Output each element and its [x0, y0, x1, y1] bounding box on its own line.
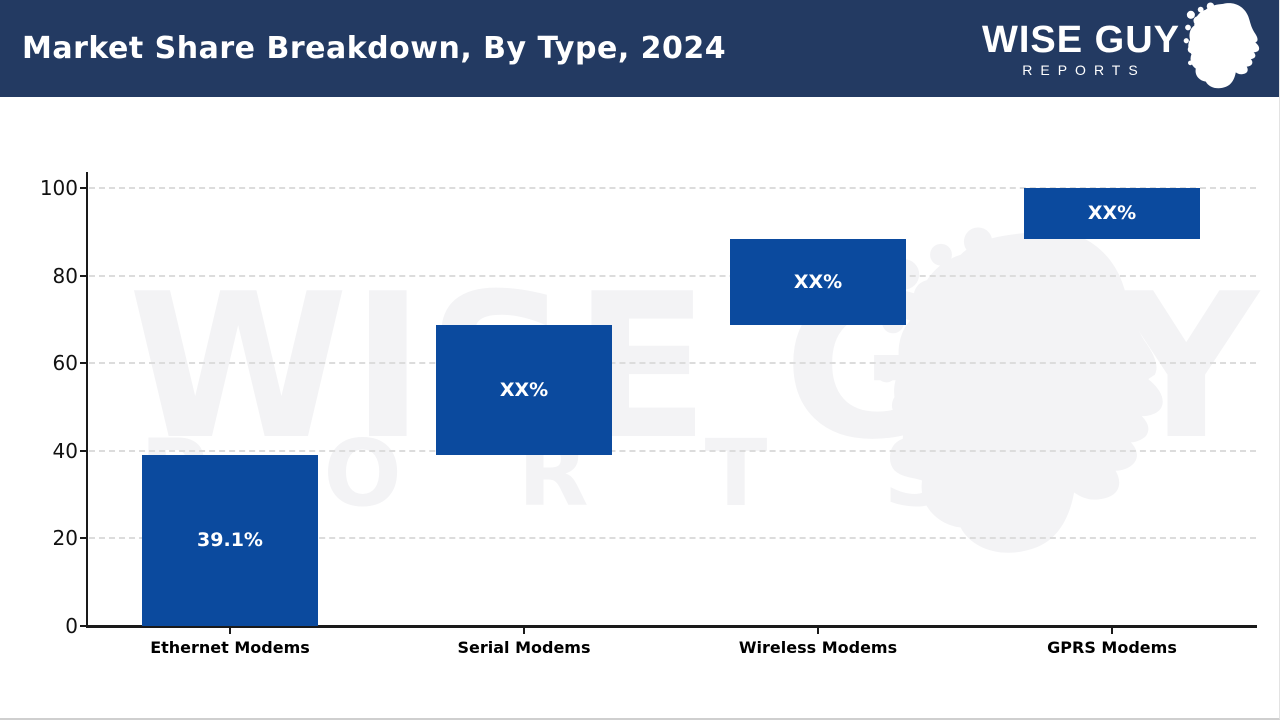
y-tick-mark	[80, 449, 87, 452]
y-tick-label: 60	[52, 351, 78, 376]
x-tick-mark	[817, 628, 819, 634]
bar-value-label: 39.1%	[197, 529, 263, 552]
gridline-80	[89, 274, 1256, 277]
y-tick-mark	[80, 362, 87, 365]
brand-logo: WISE GUY REPORTS	[982, 0, 1270, 97]
x-tick-mark	[523, 628, 525, 634]
bar-wireless-modems: XX%	[730, 238, 906, 325]
y-tick-label: 0	[65, 614, 78, 638]
y-axis	[86, 172, 88, 628]
x-tick-mark	[1111, 628, 1113, 634]
y-tick-mark	[80, 187, 87, 189]
gridline-100	[89, 187, 1256, 189]
category-label: GPRS Modems	[1047, 638, 1177, 657]
category-label: Serial Modems	[457, 638, 591, 657]
y-tick-label: 100	[39, 176, 78, 200]
bar-value-label: XX%	[499, 378, 549, 401]
bar-value-label: XX%	[1087, 202, 1137, 225]
bar-ethernet-modems: 39.1%	[142, 454, 318, 626]
category-label: Wireless Modems	[738, 638, 898, 657]
brand-tagline: REPORTS	[1022, 61, 1146, 78]
x-tick-mark	[229, 628, 231, 634]
y-tick-label: 20	[52, 526, 78, 551]
y-tick-mark	[80, 537, 87, 540]
x-axis	[86, 625, 1257, 628]
bar-gprs-modems: XX%	[1024, 188, 1200, 239]
brand-name: WISE GUY	[981, 18, 1180, 61]
y-tick-mark	[80, 625, 87, 627]
bar-value-label: XX%	[793, 270, 843, 293]
y-tick-label: 80	[52, 263, 78, 288]
brand-head-icon	[1183, 2, 1260, 89]
gridline-40	[89, 449, 1256, 452]
gridline-20	[89, 537, 1256, 540]
y-tick-mark	[80, 274, 87, 277]
header-bar: Market Share Breakdown, By Type, 2024 WI…	[0, 0, 1279, 97]
category-label: Ethernet Modems	[150, 638, 310, 657]
page-title: Market Share Breakdown, By Type, 2024	[22, 31, 727, 66]
gridline-60	[89, 362, 1256, 365]
bar-serial-modems: XX%	[436, 324, 612, 455]
y-tick-label: 40	[52, 438, 78, 463]
